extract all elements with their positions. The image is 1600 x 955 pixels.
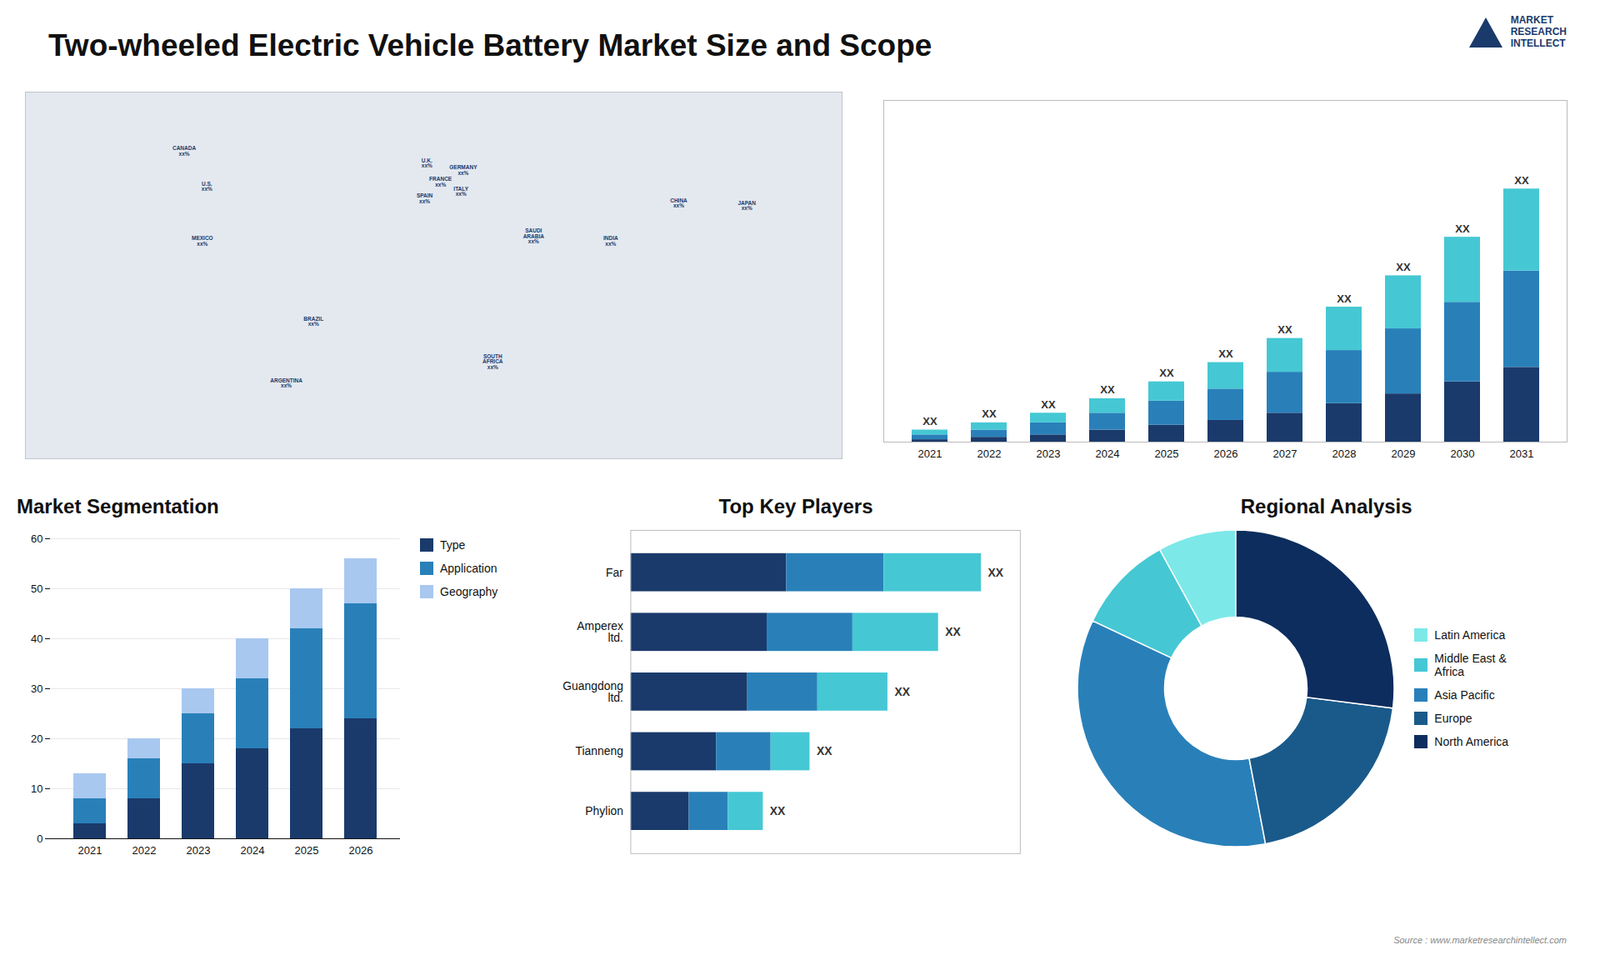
svg-text:U.K.xx%: U.K.xx% xyxy=(421,156,433,169)
svg-text:XX: XX xyxy=(1514,174,1530,187)
html-text:Europe: Europe xyxy=(1434,711,1473,726)
html-text:Latin America: Latin America xyxy=(1434,628,1506,642)
svg-text:2021: 2021 xyxy=(918,447,943,460)
svg-text:2023: 2023 xyxy=(1036,447,1061,460)
html-text:Source : www.marketresearchint: Source : www.marketresearchintellect.com xyxy=(1393,935,1567,945)
svg-text:2025: 2025 xyxy=(1155,447,1180,460)
svg-text:2025: 2025 xyxy=(295,844,320,857)
svg-text:JAPANxx%: JAPANxx% xyxy=(737,200,756,212)
svg-text:BRAZILxx%: BRAZILxx% xyxy=(303,315,324,328)
svg-text:GERMANYxx%: GERMANYxx% xyxy=(449,164,478,176)
html-text:Two-wheeled Electric Vehicle B: Two-wheeled Electric Vehicle Battery Mar… xyxy=(48,28,932,63)
svg-text:FRANCExx%: FRANCExx% xyxy=(429,175,453,188)
svg-text:60: 60 xyxy=(30,532,43,545)
svg-text:SPAINxx%: SPAINxx% xyxy=(416,192,434,205)
svg-text:XX: XX xyxy=(922,415,938,428)
svg-text:XX: XX xyxy=(1277,323,1293,336)
svg-text:Guangdongltd.: Guangdongltd. xyxy=(562,679,624,705)
svg-text:SOUTHAFRICAxx%: SOUTHAFRICAxx% xyxy=(482,353,504,370)
html-text:North America: North America xyxy=(1434,735,1509,749)
svg-text:XX: XX xyxy=(1455,222,1470,235)
svg-text:Phylion: Phylion xyxy=(585,804,624,818)
html-text:Top Key Players: Top Key Players xyxy=(718,495,873,518)
svg-text:2024: 2024 xyxy=(240,844,265,857)
svg-text:XX: XX xyxy=(945,625,961,639)
svg-text:0: 0 xyxy=(36,832,43,845)
svg-text:2021: 2021 xyxy=(78,844,103,857)
html-text:Asia Pacific: Asia Pacific xyxy=(1434,688,1495,702)
svg-text:SAUDIARABIAxx%: SAUDIARABIAxx% xyxy=(523,227,545,245)
svg-text:2028: 2028 xyxy=(1332,447,1357,460)
svg-text:2030: 2030 xyxy=(1450,447,1475,460)
svg-text:2024: 2024 xyxy=(1095,447,1120,460)
svg-text:XX: XX xyxy=(1040,398,1056,411)
svg-text:CANADAxx%: CANADAxx% xyxy=(172,145,196,157)
html-text:Type: Type xyxy=(440,538,466,552)
svg-text:U.S.xx%: U.S.xx% xyxy=(201,180,213,193)
svg-text:ARGENTINAxx%: ARGENTINAxx% xyxy=(270,376,303,389)
html-text:Middle East & Africa: Middle East & Africa xyxy=(1434,651,1507,679)
svg-text:2027: 2027 xyxy=(1273,447,1298,460)
svg-text:2026: 2026 xyxy=(1214,447,1239,460)
html-text:Regional Analysis: Regional Analysis xyxy=(1240,495,1413,518)
svg-text:XX: XX xyxy=(1218,347,1234,360)
svg-text:2026: 2026 xyxy=(349,844,374,857)
svg-text:XX: XX xyxy=(1159,366,1175,380)
svg-text:30: 30 xyxy=(30,682,43,695)
svg-text:XX: XX xyxy=(987,565,1004,580)
svg-text:XX: XX xyxy=(981,407,997,420)
svg-text:2029: 2029 xyxy=(1391,447,1416,460)
svg-text:ITALYxx%: ITALYxx% xyxy=(453,185,469,198)
svg-text:MEXICOxx%: MEXICOxx% xyxy=(191,235,214,247)
svg-text:XX: XX xyxy=(894,685,910,699)
svg-text:50: 50 xyxy=(30,582,43,595)
svg-text:CHINAxx%: CHINAxx% xyxy=(670,197,688,210)
html-text:MARKET RESEARCH INTELLECT: MARKET RESEARCH INTELLECT xyxy=(1510,14,1567,49)
svg-text:10: 10 xyxy=(30,782,43,795)
svg-text:INDIAxx%: INDIAxx% xyxy=(603,235,619,247)
svg-text:20: 20 xyxy=(30,732,43,745)
svg-text:XX: XX xyxy=(1395,260,1411,274)
svg-text:2022: 2022 xyxy=(977,447,1002,460)
svg-text:2022: 2022 xyxy=(132,844,157,857)
svg-text:2023: 2023 xyxy=(186,844,211,857)
svg-text:2031: 2031 xyxy=(1510,447,1535,460)
svg-text:XX: XX xyxy=(1100,383,1115,396)
html-text:Application: Application xyxy=(440,561,498,576)
html-text:Geography: Geography xyxy=(440,585,498,599)
svg-text:XX: XX xyxy=(816,744,833,758)
svg-text:Far: Far xyxy=(605,565,624,580)
svg-text:Amperexltd.: Amperexltd. xyxy=(576,619,624,645)
svg-text:40: 40 xyxy=(30,632,43,645)
svg-text:XX: XX xyxy=(770,804,786,818)
svg-text:XX: XX xyxy=(1336,292,1352,305)
html-text:Market Segmentation: Market Segmentation xyxy=(16,495,219,518)
svg-text:Tianneng: Tianneng xyxy=(575,744,623,758)
